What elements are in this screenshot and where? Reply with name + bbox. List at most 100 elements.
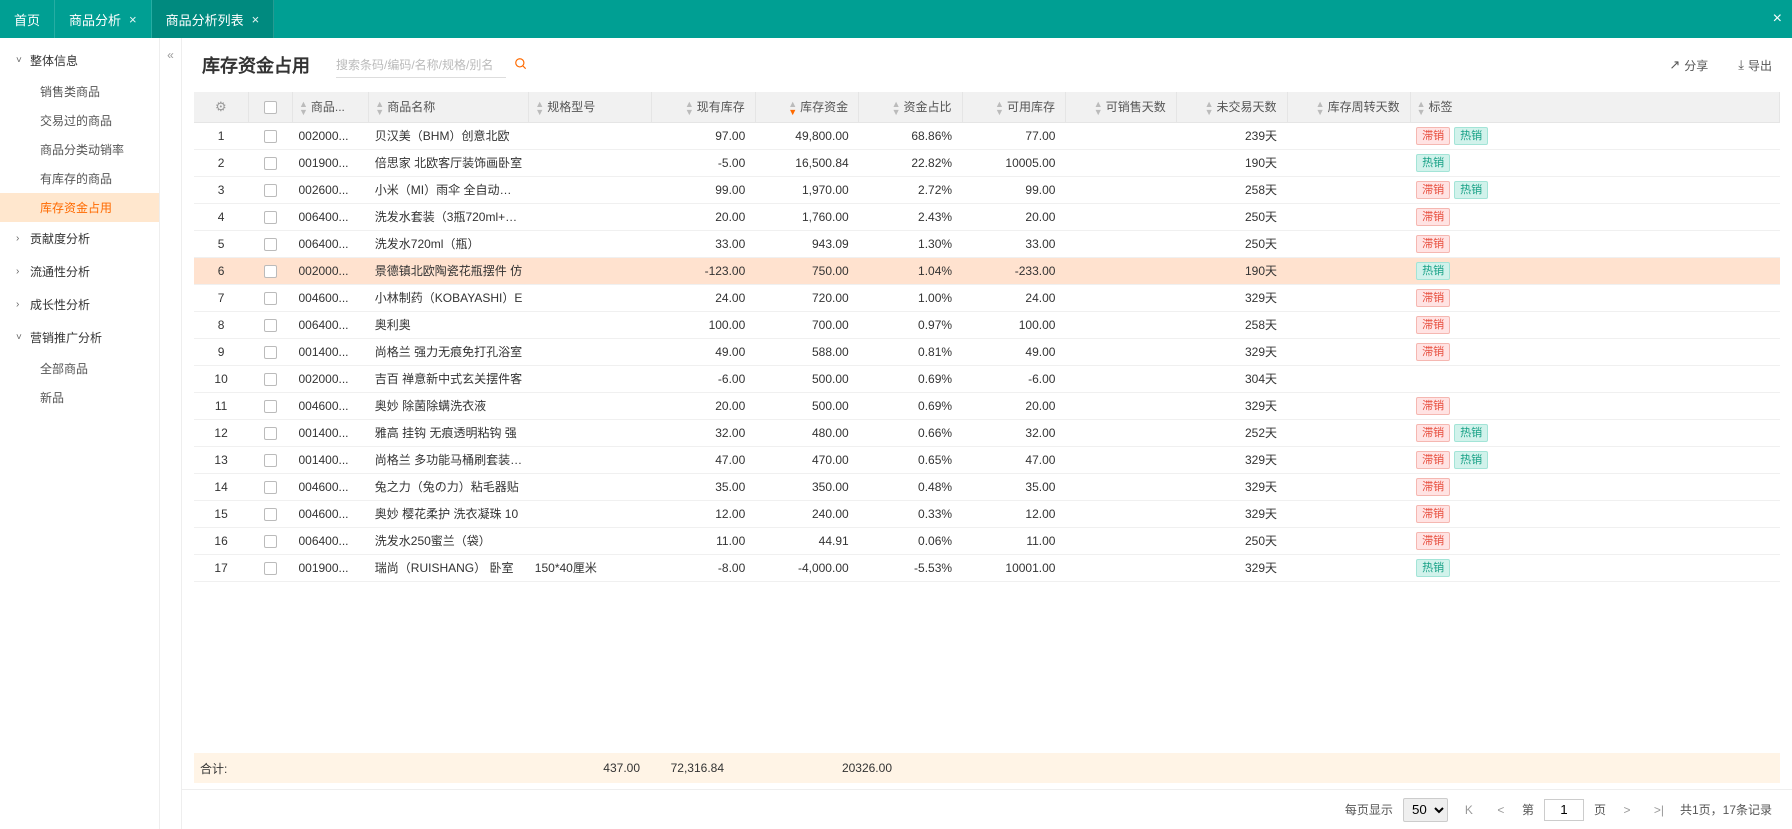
- col-header-tdays[interactable]: 库存周转天数: [1287, 92, 1410, 122]
- col-header-tags[interactable]: 标签: [1410, 92, 1779, 122]
- table-row[interactable]: 4006400...洗发水套装（3瓶720ml+1）20.001,760.002…: [194, 203, 1780, 230]
- row-checkbox[interactable]: [264, 373, 277, 386]
- sort-icon[interactable]: [995, 100, 1004, 116]
- table-row[interactable]: 12001400...雅高 挂钩 无痕透明粘钩 强32.00480.000.66…: [194, 419, 1780, 446]
- table-row[interactable]: 10002000...吉百 禅意新中式玄关摆件客-6.00500.000.69%…: [194, 365, 1780, 392]
- sidebar-group-header[interactable]: ›贡献度分析: [0, 222, 159, 255]
- page-input[interactable]: [1544, 799, 1584, 821]
- close-icon[interactable]: ×: [129, 12, 137, 27]
- cell-code: 006400...: [292, 230, 368, 257]
- table-row[interactable]: 8006400...奥利奥100.00700.000.97%100.00258天…: [194, 311, 1780, 338]
- col-header-label: 库存资金: [800, 100, 848, 114]
- row-checkbox[interactable]: [264, 130, 277, 143]
- row-checkbox[interactable]: [264, 427, 277, 440]
- table-row[interactable]: 17001900...瑞尚（RUISHANG） 卧室150*40厘米-8.00-…: [194, 554, 1780, 581]
- sidebar-item[interactable]: 新品: [0, 383, 159, 412]
- table-row[interactable]: 7004600...小林制药（KOBAYASHI）E24.00720.001.0…: [194, 284, 1780, 311]
- sort-icon[interactable]: [892, 100, 901, 116]
- select-all-checkbox[interactable]: [264, 101, 277, 114]
- totals-row: 合计:437.0072,316.8420326.00: [194, 753, 1780, 783]
- row-checkbox[interactable]: [264, 157, 277, 170]
- row-checkbox[interactable]: [264, 562, 277, 575]
- table-row[interactable]: 2001900...倍思家 北欧客厅装饰画卧室-5.0016,500.8422.…: [194, 149, 1780, 176]
- search-icon[interactable]: [514, 57, 528, 74]
- cell-sdays: [1065, 122, 1176, 149]
- sidebar-item[interactable]: 商品分类动销率: [0, 135, 159, 164]
- table-row[interactable]: 9001400...尚格兰 强力无痕免打孔浴室49.00588.000.81%4…: [194, 338, 1780, 365]
- table-row[interactable]: 16006400...洗发水250蜜兰（袋）11.0044.910.06%11.…: [194, 527, 1780, 554]
- table-row[interactable]: 13001400...尚格兰 多功能马桶刷套装 卫47.00470.000.65…: [194, 446, 1780, 473]
- gear-icon[interactable]: ⚙: [215, 99, 227, 114]
- sidebar-collapse-handle[interactable]: «: [160, 38, 182, 829]
- sort-icon[interactable]: [299, 100, 308, 116]
- close-icon[interactable]: ×: [252, 12, 260, 27]
- sort-icon[interactable]: [1316, 100, 1325, 116]
- row-checkbox[interactable]: [264, 319, 277, 332]
- sort-icon[interactable]: [788, 100, 797, 116]
- sidebar-group-header[interactable]: ›流通性分析: [0, 255, 159, 288]
- col-header-name[interactable]: 商品名称: [369, 92, 529, 122]
- col-header-spec[interactable]: 规格型号: [529, 92, 652, 122]
- row-checkbox[interactable]: [264, 346, 277, 359]
- row-checkbox[interactable]: [264, 292, 277, 305]
- col-header-avail[interactable]: 可用库存: [962, 92, 1065, 122]
- sidebar-item[interactable]: 销售类商品: [0, 77, 159, 106]
- table-row[interactable]: 1002000...贝汉美（BHM）创意北欧97.0049,800.0068.8…: [194, 122, 1780, 149]
- global-close-button[interactable]: ×: [1773, 0, 1782, 38]
- sort-icon[interactable]: [685, 100, 694, 116]
- sidebar-item[interactable]: 交易过的商品: [0, 106, 159, 135]
- pager-next-button[interactable]: >: [1616, 799, 1638, 821]
- sort-icon[interactable]: [535, 100, 544, 116]
- cell-sdays: [1065, 473, 1176, 500]
- export-button[interactable]: ⤓ 导出: [1738, 57, 1772, 74]
- row-checkbox[interactable]: [264, 184, 277, 197]
- col-header-fund[interactable]: 库存资金: [755, 92, 858, 122]
- row-checkbox[interactable]: [264, 508, 277, 521]
- sort-icon[interactable]: [375, 100, 384, 116]
- share-button[interactable]: ↗ 分享: [1669, 57, 1708, 74]
- row-checkbox[interactable]: [264, 535, 277, 548]
- row-checkbox[interactable]: [264, 400, 277, 413]
- cell-tdays: [1287, 203, 1410, 230]
- table-row[interactable]: 14004600...兔之力（兔の力）粘毛器贴35.00350.000.48%3…: [194, 473, 1780, 500]
- table-row[interactable]: 3002600...小米（MI）雨伞 全自动折叠99.001,970.002.7…: [194, 176, 1780, 203]
- row-checkbox[interactable]: [264, 481, 277, 494]
- cell-fund: -4,000.00: [755, 554, 858, 581]
- sidebar-item[interactable]: 库存资金占用: [0, 193, 159, 222]
- col-header-stock[interactable]: 现有库存: [652, 92, 755, 122]
- row-checkbox[interactable]: [264, 211, 277, 224]
- per-page-select[interactable]: 50: [1403, 798, 1448, 822]
- col-header-code[interactable]: 商品...: [292, 92, 368, 122]
- cell-stock: -123.00: [652, 257, 755, 284]
- sidebar-group-header[interactable]: ›成长性分析: [0, 288, 159, 321]
- cell-spec: [529, 230, 652, 257]
- sort-icon[interactable]: [1417, 100, 1426, 116]
- nav-tab[interactable]: 商品分析列表×: [152, 0, 275, 38]
- row-checkbox[interactable]: [264, 265, 277, 278]
- nav-tab[interactable]: 首页: [0, 0, 55, 38]
- cell-ndays: 250天: [1176, 527, 1287, 554]
- pager-prev-button[interactable]: <: [1490, 799, 1512, 821]
- cell-pct: 0.97%: [859, 311, 962, 338]
- sidebar-item[interactable]: 有库存的商品: [0, 164, 159, 193]
- table-row[interactable]: 5006400...洗发水720ml（瓶）33.00943.091.30%33.…: [194, 230, 1780, 257]
- pager-first-button[interactable]: K: [1458, 799, 1480, 821]
- row-checkbox[interactable]: [264, 454, 277, 467]
- pager-last-button[interactable]: >|: [1648, 799, 1670, 821]
- table-row[interactable]: 6002000...景德镇北欧陶瓷花瓶摆件 仿-123.00750.001.04…: [194, 257, 1780, 284]
- cell-spec: [529, 257, 652, 284]
- row-checkbox[interactable]: [264, 238, 277, 251]
- table-row[interactable]: 11004600...奥妙 除菌除螨洗衣液20.00500.000.69%20.…: [194, 392, 1780, 419]
- sidebar-group-header[interactable]: ˅整体信息: [0, 44, 159, 77]
- sort-icon[interactable]: [1094, 100, 1103, 116]
- sort-icon[interactable]: [1205, 100, 1214, 116]
- col-header-ndays[interactable]: 未交易天数: [1176, 92, 1287, 122]
- sidebar-group-header[interactable]: ˅营销推广分析: [0, 321, 159, 354]
- cell-ndays: 258天: [1176, 176, 1287, 203]
- search-input[interactable]: [336, 52, 506, 78]
- col-header-sdays[interactable]: 可销售天数: [1065, 92, 1176, 122]
- sidebar-item[interactable]: 全部商品: [0, 354, 159, 383]
- table-row[interactable]: 15004600...奥妙 樱花柔护 洗衣凝珠 1012.00240.000.3…: [194, 500, 1780, 527]
- nav-tab[interactable]: 商品分析×: [55, 0, 152, 38]
- col-header-pct[interactable]: 资金占比: [859, 92, 962, 122]
